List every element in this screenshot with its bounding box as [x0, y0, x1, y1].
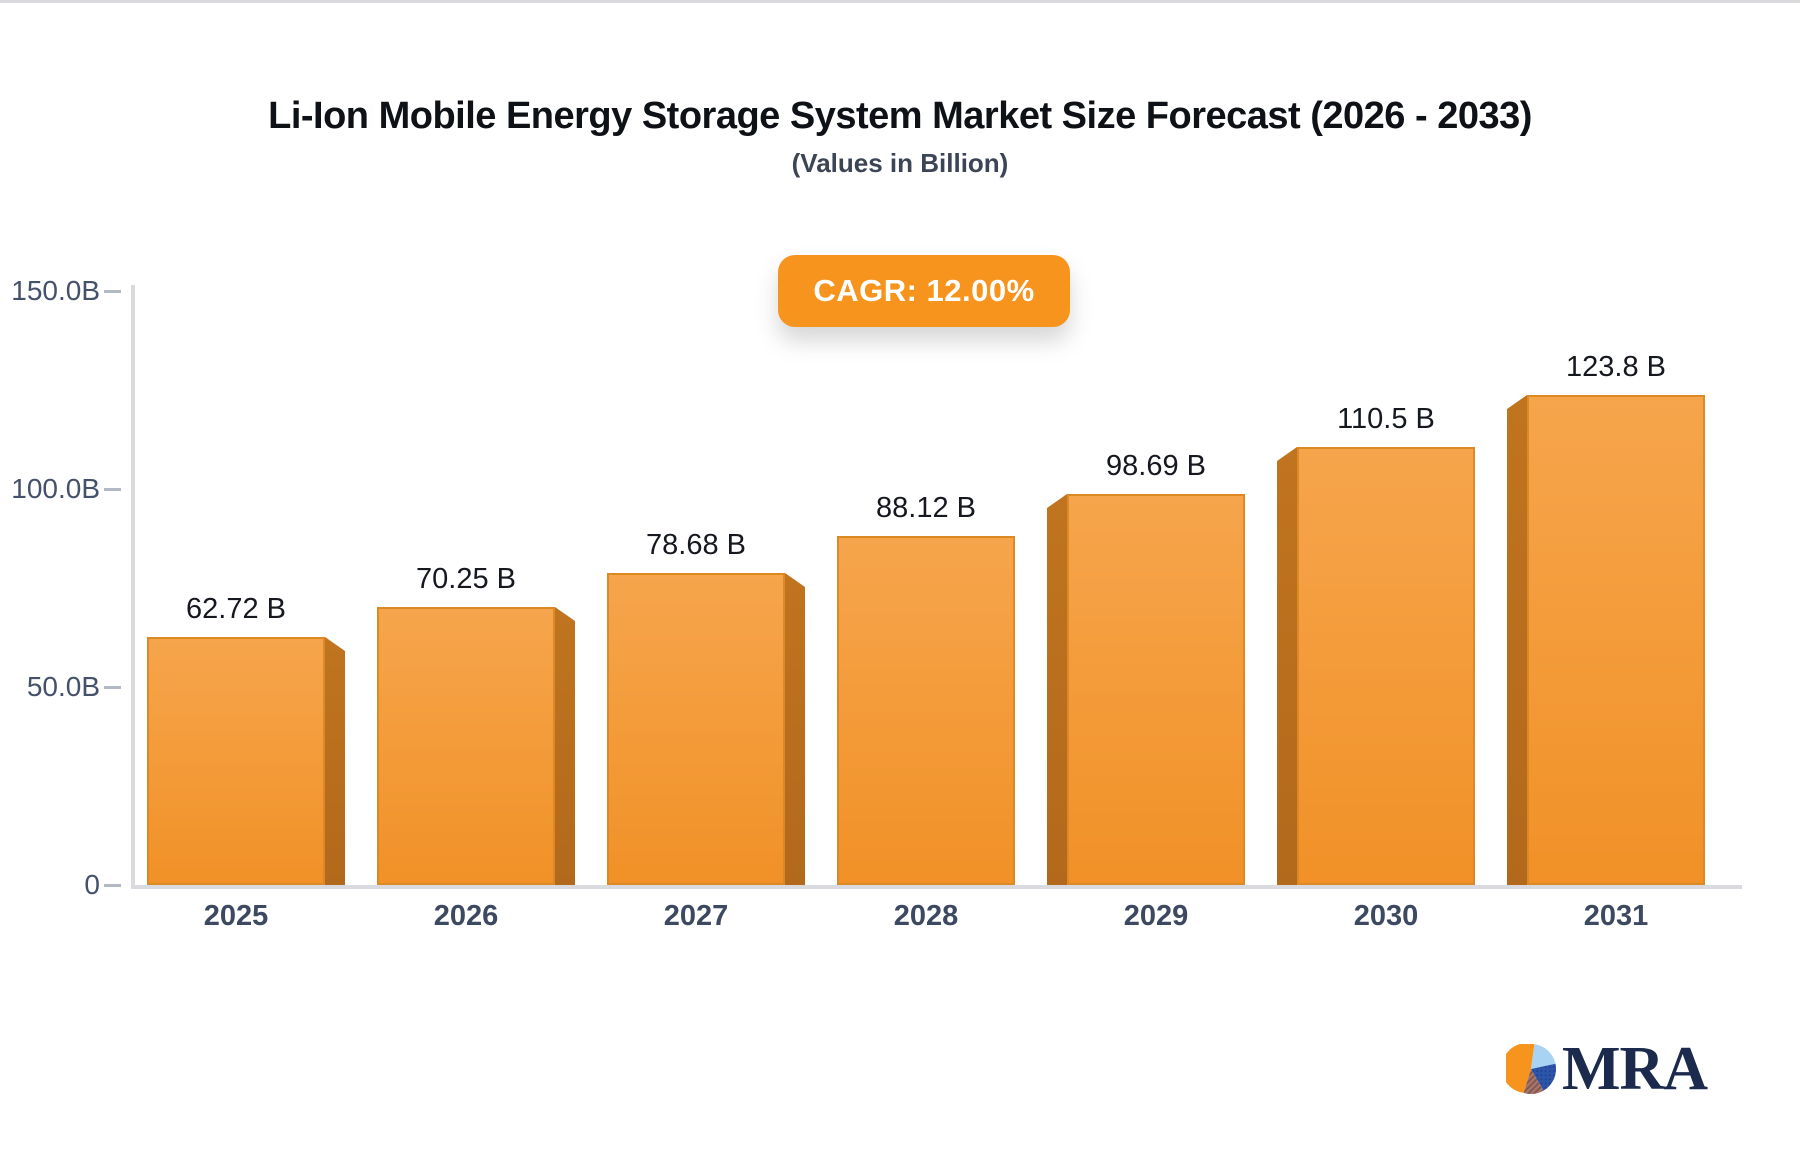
bar-side-2029	[1047, 494, 1067, 885]
x-axis-line	[131, 885, 1742, 889]
y-tick-label-100: 100.0B	[11, 473, 100, 504]
cagr-badge-label: CAGR: 12.00%	[813, 273, 1035, 308]
pie-chart-logo-icon	[1506, 1044, 1556, 1094]
x-category-label-2028: 2028	[893, 900, 959, 932]
bar-2026[interactable]	[377, 607, 555, 885]
bar-side-2027	[785, 573, 805, 885]
bar-2028[interactable]	[837, 536, 1015, 885]
x-category-label-2030: 2030	[1353, 900, 1419, 932]
y-tick-mark-150	[104, 290, 121, 293]
y-tick-mark-50	[104, 686, 121, 689]
x-category-label-2027: 2027	[663, 900, 729, 932]
logo-text: MRA	[1562, 1035, 1708, 1103]
pie-slice-dark-blue	[1531, 1063, 1556, 1091]
chart-title: Li-Ion Mobile Energy Storage System Mark…	[268, 95, 1532, 137]
bar-value-label-2029: 98.69 B	[1106, 450, 1206, 482]
pie-slice-orange	[1506, 1044, 1535, 1093]
pie-slice-light-blue	[1531, 1044, 1556, 1069]
cagr-badge: CAGR: 12.00%	[778, 255, 1070, 327]
chart-subtitle: (Values in Billion)	[791, 148, 1009, 178]
bar-value-label-2030: 110.5 B	[1337, 403, 1435, 435]
y-tick-mark-0	[104, 884, 121, 887]
x-category-label-2025: 2025	[203, 900, 269, 932]
bar-side-2026	[555, 607, 575, 885]
x-category-label-2029: 2029	[1123, 900, 1189, 932]
y-tick-label-0: 0	[84, 869, 100, 900]
bar-side-2025	[325, 637, 345, 885]
bar-value-label-2031: 123.8 B	[1566, 351, 1666, 383]
x-category-label-2026: 2026	[433, 900, 499, 932]
bar-2025[interactable]	[147, 637, 325, 885]
bar-value-label-2025: 62.72 B	[186, 593, 286, 625]
bar-side-2031	[1507, 395, 1527, 885]
top-border	[0, 0, 1800, 3]
bar-2027[interactable]	[607, 573, 785, 885]
brand-logo: MRA	[1506, 1035, 1708, 1103]
y-axis-line	[131, 285, 135, 889]
pie-slice-brown	[1523, 1069, 1544, 1094]
bar-2031[interactable]	[1527, 395, 1705, 885]
bar-2029[interactable]	[1067, 494, 1245, 885]
y-tick-label-150: 150.0B	[11, 275, 100, 306]
y-tick-label-50: 50.0B	[26, 671, 100, 702]
bar-value-label-2026: 70.25 B	[416, 563, 516, 595]
x-category-label-2031: 2031	[1583, 900, 1649, 932]
bar-value-label-2028: 88.12 B	[876, 492, 976, 524]
bar-value-label-2027: 78.68 B	[646, 529, 746, 561]
y-tick-mark-100	[104, 488, 121, 491]
bar-2030[interactable]	[1297, 447, 1475, 885]
bar-side-2030	[1277, 447, 1297, 885]
